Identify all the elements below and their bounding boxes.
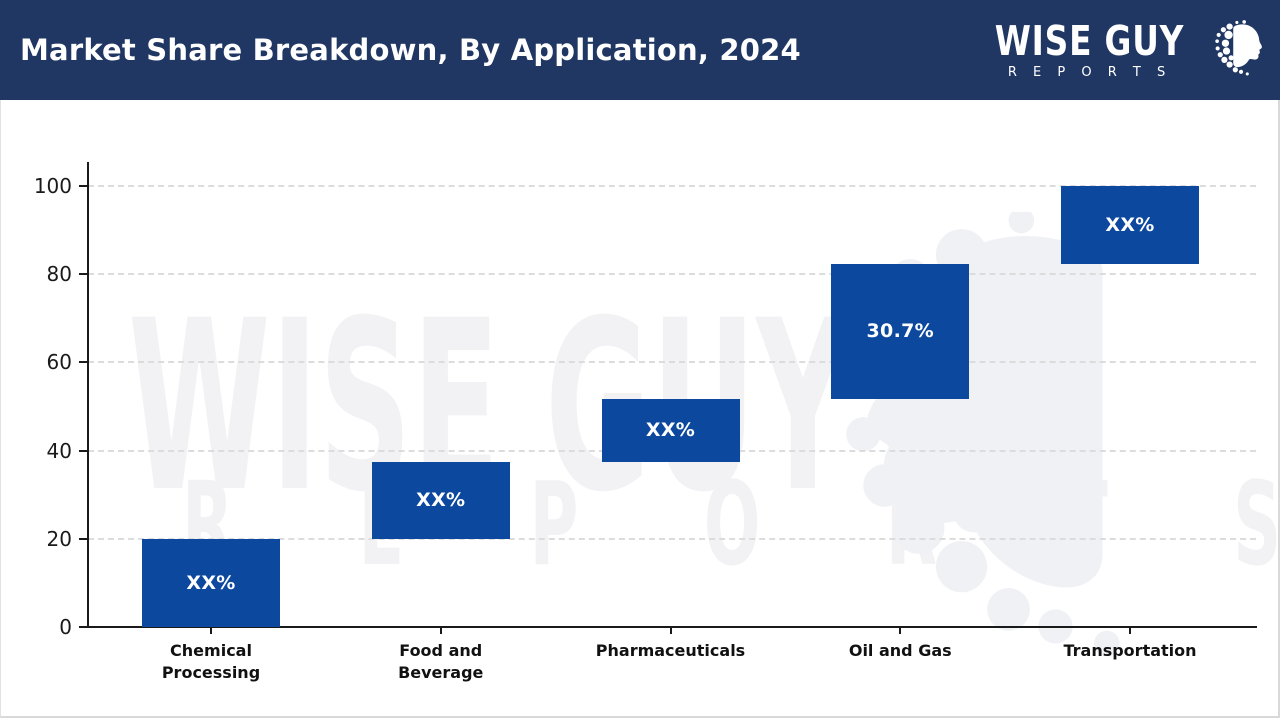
x-tick-label: Pharmaceuticals — [595, 641, 746, 660]
bar: 30.7% — [831, 263, 970, 399]
bar-value-label: XX% — [416, 489, 466, 512]
y-tick-label: 100 — [33, 174, 72, 198]
bar-value-label: XX% — [645, 419, 696, 442]
gridline — [88, 185, 1256, 187]
x-tick-label: Chemical Processing — [161, 641, 261, 682]
bar: XX% — [601, 399, 740, 462]
x-tick-mark — [669, 627, 672, 634]
bar: XX% — [1061, 186, 1199, 264]
logo-text: WISE GUY R E P O R T S — [971, 16, 1208, 80]
x-axis-line — [87, 626, 1257, 628]
x-tick-mark — [899, 627, 902, 634]
y-tick-mark — [79, 185, 87, 187]
y-tick-mark — [79, 273, 87, 276]
chart-title: Market Share Breakdown, By Application, … — [20, 33, 801, 67]
y-tick-mark — [79, 449, 87, 452]
header: Market Share Breakdown, By Application, … — [0, 0, 1280, 100]
gridline — [88, 537, 1256, 540]
wise-guy-logo: WISE GUY R E P O R T S — [971, 4, 1266, 96]
x-tick-label: Food and Beverage — [398, 641, 484, 682]
bar-value-label: XX% — [1105, 213, 1155, 236]
y-tick-mark — [79, 361, 87, 364]
y-tick-label: 60 — [46, 350, 72, 375]
y-tick-mark — [79, 537, 87, 540]
logo-wordmark: WISE GUY — [994, 16, 1185, 65]
logo-head-icon — [1215, 20, 1262, 76]
bar-value-label: XX% — [186, 571, 236, 594]
bar-value-label: 30.7% — [866, 320, 934, 343]
y-tick-label: 80 — [46, 262, 72, 287]
gridline — [88, 361, 1256, 364]
y-tick-label: 0 — [59, 615, 72, 639]
y-axis-line — [87, 162, 89, 628]
bar: XX% — [142, 538, 280, 627]
y-tick-label: 20 — [46, 526, 72, 551]
x-tick-label: Transportation — [1063, 641, 1197, 660]
y-tick-label: 40 — [46, 438, 72, 463]
x-tick-label: Oil and Gas — [848, 641, 952, 660]
x-tick-mark — [1129, 627, 1131, 634]
gridline — [88, 273, 1256, 276]
y-tick-mark — [79, 626, 87, 628]
x-tick-mark — [210, 627, 212, 634]
x-tick-mark — [439, 627, 442, 634]
logo-subtext: R E P O R T S — [1007, 64, 1172, 80]
bar: XX% — [371, 461, 510, 539]
